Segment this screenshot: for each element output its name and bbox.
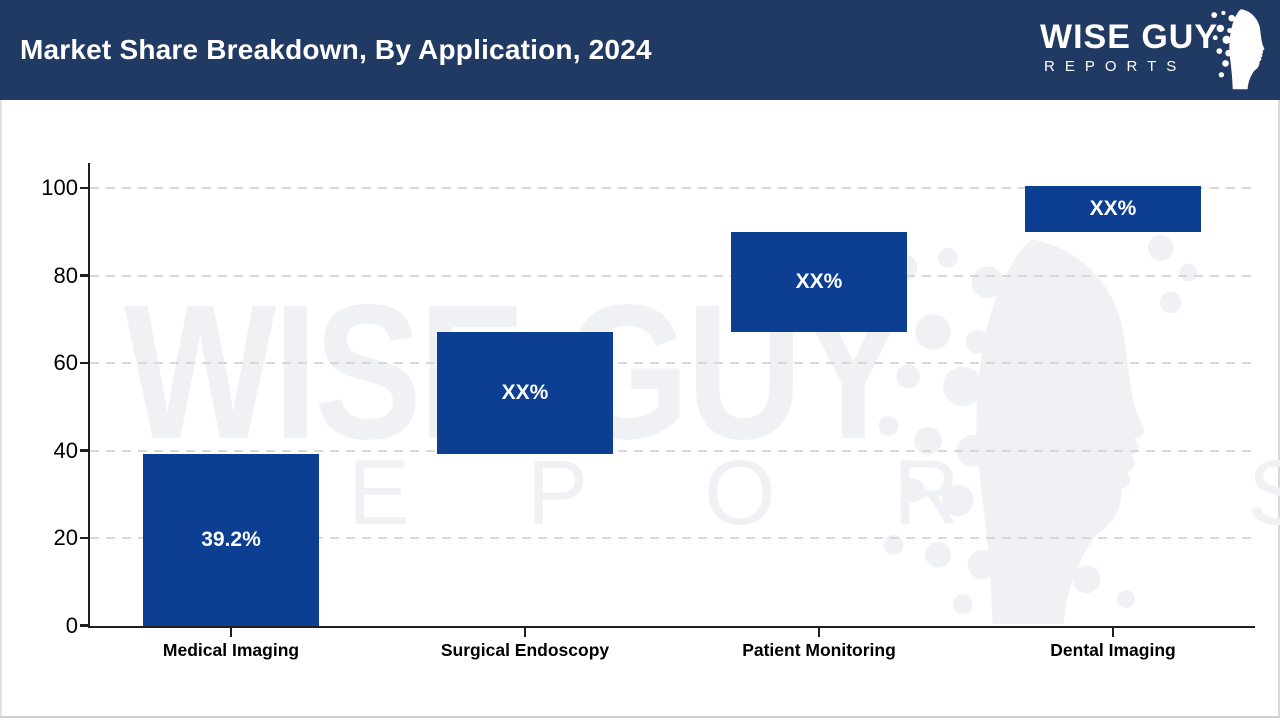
logo-subtext: REPORTS bbox=[1044, 58, 1187, 75]
gridline bbox=[90, 449, 1255, 452]
gridline bbox=[90, 537, 1255, 539]
logo-wordmark: WISE GUY bbox=[1040, 18, 1219, 56]
category-label: Patient Monitoring bbox=[742, 639, 896, 660]
y-tick-mark bbox=[80, 449, 89, 452]
y-tick-mark bbox=[80, 186, 89, 190]
y-tick-label: 80 bbox=[53, 262, 78, 288]
y-tick-mark bbox=[80, 624, 89, 627]
bar-surgical-endoscopy: XX% bbox=[437, 331, 613, 454]
chart-area: WISE GUY R E P O R T S 0 20 40 60 80 100 39.2%… bbox=[0, 100, 1280, 716]
gridline bbox=[90, 187, 1255, 189]
bar-value-label: XX% bbox=[795, 269, 843, 293]
footer-divider bbox=[0, 716, 1280, 718]
y-tick-mark bbox=[80, 536, 89, 540]
bar-patient-monitoring: XX% bbox=[731, 232, 907, 332]
bar-value-label: XX% bbox=[1089, 197, 1137, 220]
logo-face-icon bbox=[1210, 9, 1265, 90]
y-axis-line bbox=[87, 163, 90, 628]
brand-logo: WISE GUY REPORTS bbox=[1032, 0, 1280, 100]
x-tick-mark bbox=[817, 627, 821, 637]
bar-dental-imaging: XX% bbox=[1025, 185, 1201, 233]
y-tick-label: 0 bbox=[65, 612, 78, 638]
page-title: Market Share Breakdown, By Application, … bbox=[20, 34, 652, 65]
x-axis-line bbox=[87, 625, 1255, 628]
y-tick-label: 20 bbox=[53, 525, 78, 550]
bar-medical-imaging: 39.2% bbox=[143, 454, 319, 626]
y-tick-mark bbox=[80, 361, 89, 365]
bar-value-label: XX% bbox=[501, 380, 549, 404]
y-tick-label: 100 bbox=[41, 175, 78, 200]
category-label: Surgical Endoscopy bbox=[440, 639, 610, 660]
y-tick-label: 60 bbox=[53, 350, 78, 375]
category-label: Dental Imaging bbox=[1050, 639, 1176, 660]
x-tick-mark bbox=[1111, 627, 1115, 637]
x-tick-mark bbox=[523, 627, 527, 637]
gridline bbox=[90, 274, 1255, 277]
header-bar: Market Share Breakdown, By Application, … bbox=[0, 0, 1280, 100]
y-tick-mark bbox=[80, 274, 89, 277]
x-tick-mark bbox=[229, 627, 233, 637]
watermark-face-icon bbox=[878, 234, 1198, 624]
y-tick-label: 40 bbox=[53, 437, 78, 463]
category-label: Medical Imaging bbox=[162, 639, 300, 660]
bar-value-label: 39.2% bbox=[201, 527, 261, 551]
gridline bbox=[90, 362, 1255, 364]
